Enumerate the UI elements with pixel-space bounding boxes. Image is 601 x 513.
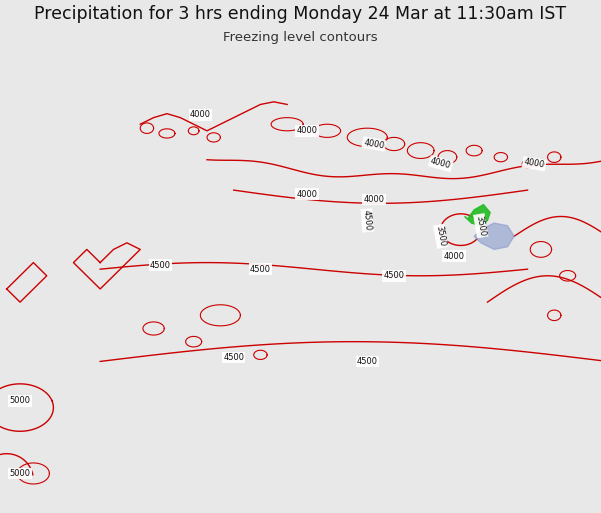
Text: 4500: 4500 [357, 357, 378, 366]
Text: 4000: 4000 [364, 195, 385, 204]
Text: 3500: 3500 [475, 214, 487, 237]
Text: Precipitation for 3 hrs ending Monday 24 Mar at 11:30am IST: Precipitation for 3 hrs ending Monday 24… [34, 5, 567, 23]
Text: 4000: 4000 [430, 156, 452, 171]
Polygon shape [474, 223, 514, 249]
Text: 4500: 4500 [250, 265, 271, 274]
Text: 5000: 5000 [10, 397, 31, 405]
Text: 3500: 3500 [435, 225, 447, 247]
Text: 5000: 5000 [10, 469, 31, 478]
Text: 4000: 4000 [297, 190, 318, 199]
Text: Freezing level contours: Freezing level contours [223, 30, 378, 44]
Text: 4000: 4000 [523, 157, 545, 170]
Text: 4500: 4500 [383, 271, 404, 280]
Text: 4500: 4500 [362, 210, 373, 231]
Text: 4000: 4000 [297, 126, 318, 135]
Polygon shape [465, 205, 490, 226]
Text: 4000: 4000 [444, 251, 465, 261]
Text: 4500: 4500 [223, 353, 244, 362]
Text: 4500: 4500 [150, 261, 171, 270]
Text: 4000: 4000 [190, 110, 211, 120]
Text: 4000: 4000 [363, 137, 385, 150]
